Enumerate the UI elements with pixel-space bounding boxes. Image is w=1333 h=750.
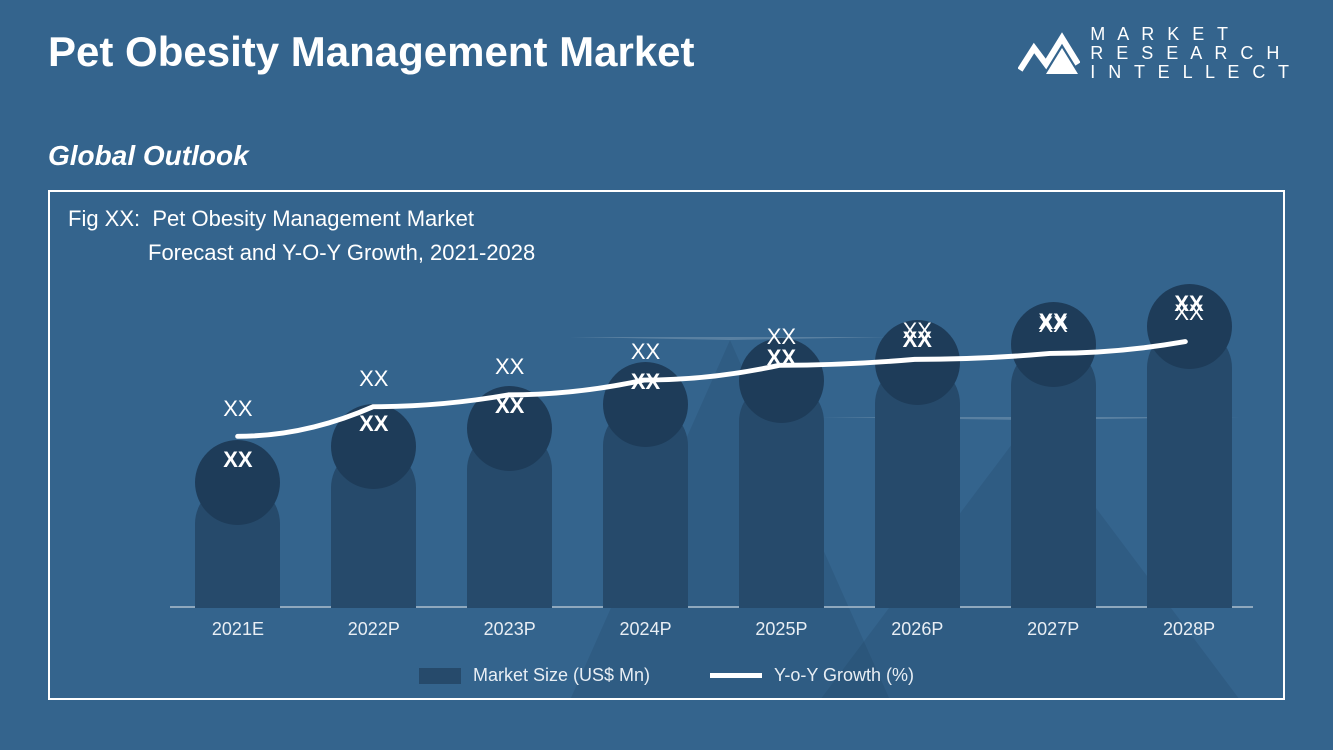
chart-container: Fig XX: Pet Obesity Management Market Fo… — [48, 190, 1285, 700]
logo-line2: R E S E A R C H — [1090, 44, 1293, 63]
bar-value-label: XX — [359, 411, 388, 437]
chart-legend: Market Size (US$ Mn) Y-o-Y Growth (%) — [50, 665, 1283, 686]
x-axis-label: 2025P — [755, 619, 807, 640]
bar — [875, 362, 960, 608]
bar — [603, 404, 688, 608]
x-axis-label: 2022P — [348, 619, 400, 640]
x-axis-label: 2027P — [1027, 619, 1079, 640]
legend-swatch-line — [710, 673, 762, 678]
x-axis-label: 2023P — [484, 619, 536, 640]
x-axis-label: 2024P — [620, 619, 672, 640]
figure-title: Pet Obesity Management Market — [152, 206, 474, 231]
bar-value-label: XX — [223, 447, 252, 473]
logo-icon — [1018, 30, 1080, 76]
line-value-label: XX — [1174, 300, 1203, 326]
figure-caption-line2: Forecast and Y-O-Y Growth, 2021-2028 — [148, 240, 535, 266]
bar — [195, 482, 280, 608]
logo-line1: M A R K E T — [1090, 25, 1293, 44]
bar — [331, 446, 416, 608]
legend-label-line: Y-o-Y Growth (%) — [774, 665, 914, 686]
bar — [467, 428, 552, 608]
line-value-label: XX — [631, 339, 660, 365]
x-axis-label: 2028P — [1163, 619, 1215, 640]
line-value-label: XX — [495, 354, 524, 380]
legend-item-line: Y-o-Y Growth (%) — [710, 665, 914, 686]
logo-text: M A R K E T R E S E A R C H I N T E L L … — [1090, 25, 1293, 82]
legend-swatch-bar — [419, 668, 461, 684]
chart-plot-area: XXXX2021EXXXX2022PXXXX2023PXXXX2024PXXXX… — [170, 312, 1253, 608]
page-title: Pet Obesity Management Market — [48, 28, 695, 76]
bar — [1147, 326, 1232, 608]
line-value-label: XX — [1039, 312, 1068, 338]
figure-caption-line1: Fig XX: Pet Obesity Management Market — [68, 206, 474, 232]
legend-label-bar: Market Size (US$ Mn) — [473, 665, 650, 686]
bar-value-label: XX — [495, 393, 524, 419]
bar — [739, 380, 824, 608]
section-subtitle: Global Outlook — [48, 140, 249, 172]
bar-value-label: XX — [631, 369, 660, 395]
brand-logo: M A R K E T R E S E A R C H I N T E L L … — [1018, 25, 1293, 82]
figure-number: Fig XX: — [68, 206, 140, 231]
line-value-label: XX — [767, 324, 796, 350]
bar — [1011, 344, 1096, 608]
line-value-label: XX — [223, 396, 252, 422]
x-axis-label: 2026P — [891, 619, 943, 640]
legend-item-bar: Market Size (US$ Mn) — [419, 665, 650, 686]
x-axis-label: 2021E — [212, 619, 264, 640]
logo-line3: I N T E L L E C T — [1090, 63, 1293, 82]
line-value-label: XX — [359, 366, 388, 392]
line-value-label: XX — [903, 318, 932, 344]
